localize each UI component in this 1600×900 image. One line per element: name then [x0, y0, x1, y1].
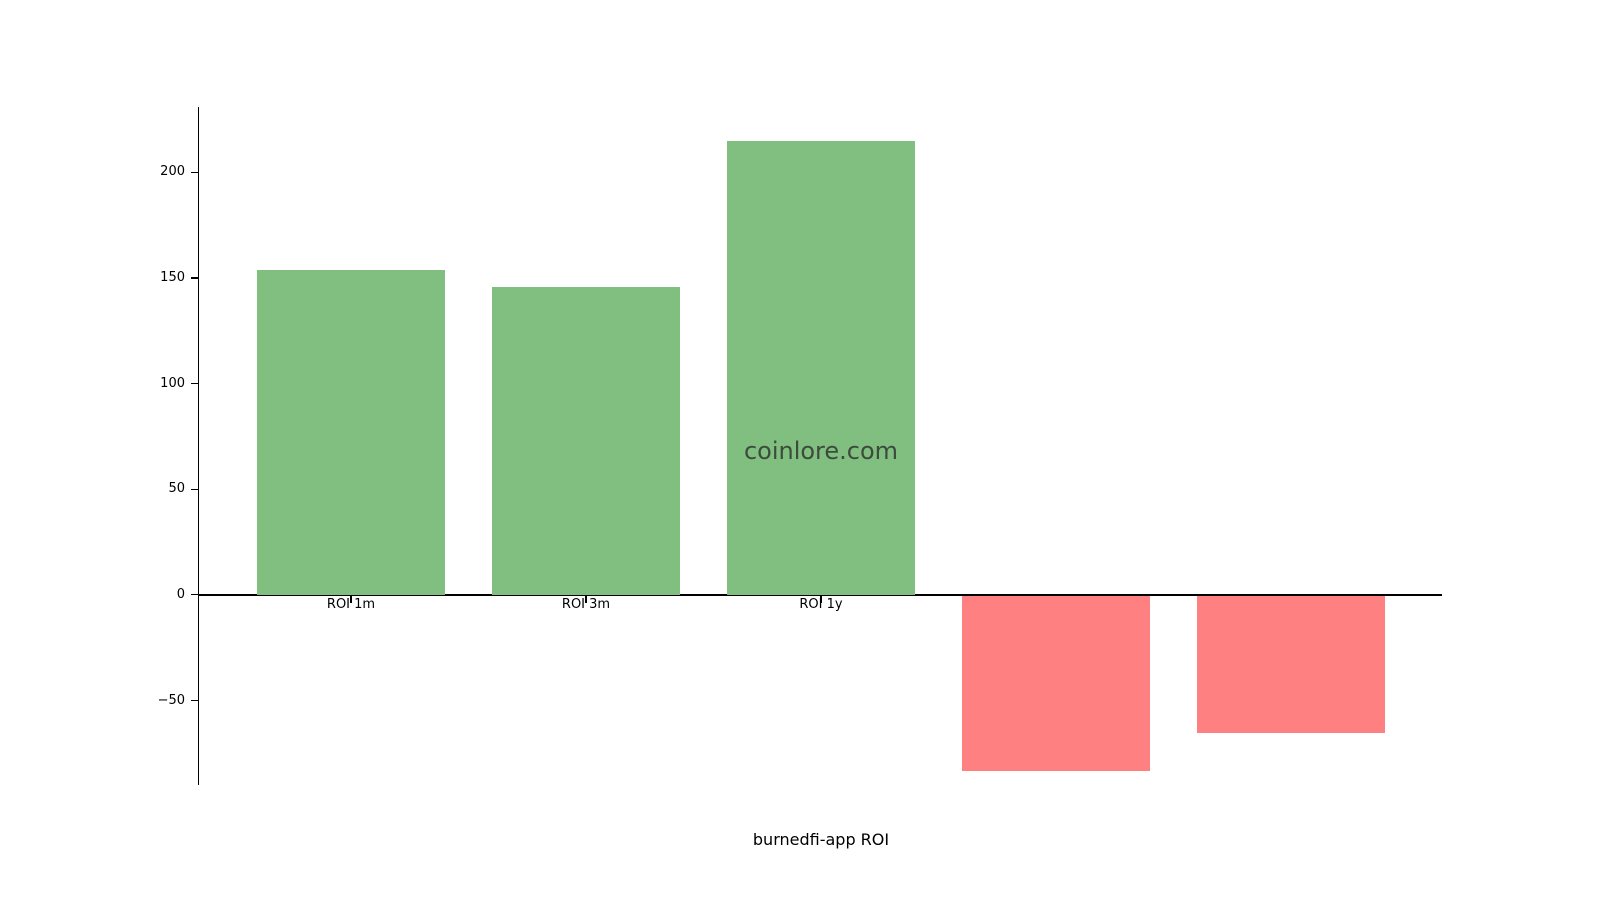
bar-roi-3m [492, 286, 680, 595]
y-tick-label: 150 [160, 270, 185, 286]
x-tick-label: ROI 1y [799, 596, 843, 612]
y-tick-mark [190, 383, 198, 385]
bar-roi-1m [257, 269, 445, 595]
x-tick-mark [350, 594, 352, 603]
y-tick-mark [190, 171, 198, 174]
chart-title: burnedfi-app ROI [752, 830, 890, 849]
y-tick-mark [190, 277, 198, 279]
x-tick-label: ROI 3m [561, 596, 611, 612]
x-axis-line [197, 594, 1442, 596]
x-tick-mark [585, 594, 587, 603]
bar-roi-1y [727, 140, 915, 595]
y-tick-mark [190, 488, 198, 490]
watermark: coinlore.com [743, 437, 899, 465]
y-tick-label: −50 [157, 692, 185, 708]
bar-neg-4 [1197, 595, 1385, 733]
y-tick-mark [190, 594, 198, 596]
y-tick-label: 200 [160, 164, 185, 180]
y-tick-label: 100 [160, 375, 185, 391]
bar-neg-3 [962, 595, 1150, 771]
y-tick-mark [190, 699, 198, 702]
x-tick-mark [820, 594, 822, 603]
y-tick-label: 0 [176, 586, 185, 602]
x-tick-label: ROI 1m [326, 596, 376, 612]
y-tick-label: 50 [168, 481, 185, 497]
y-axis-line [197, 107, 199, 785]
